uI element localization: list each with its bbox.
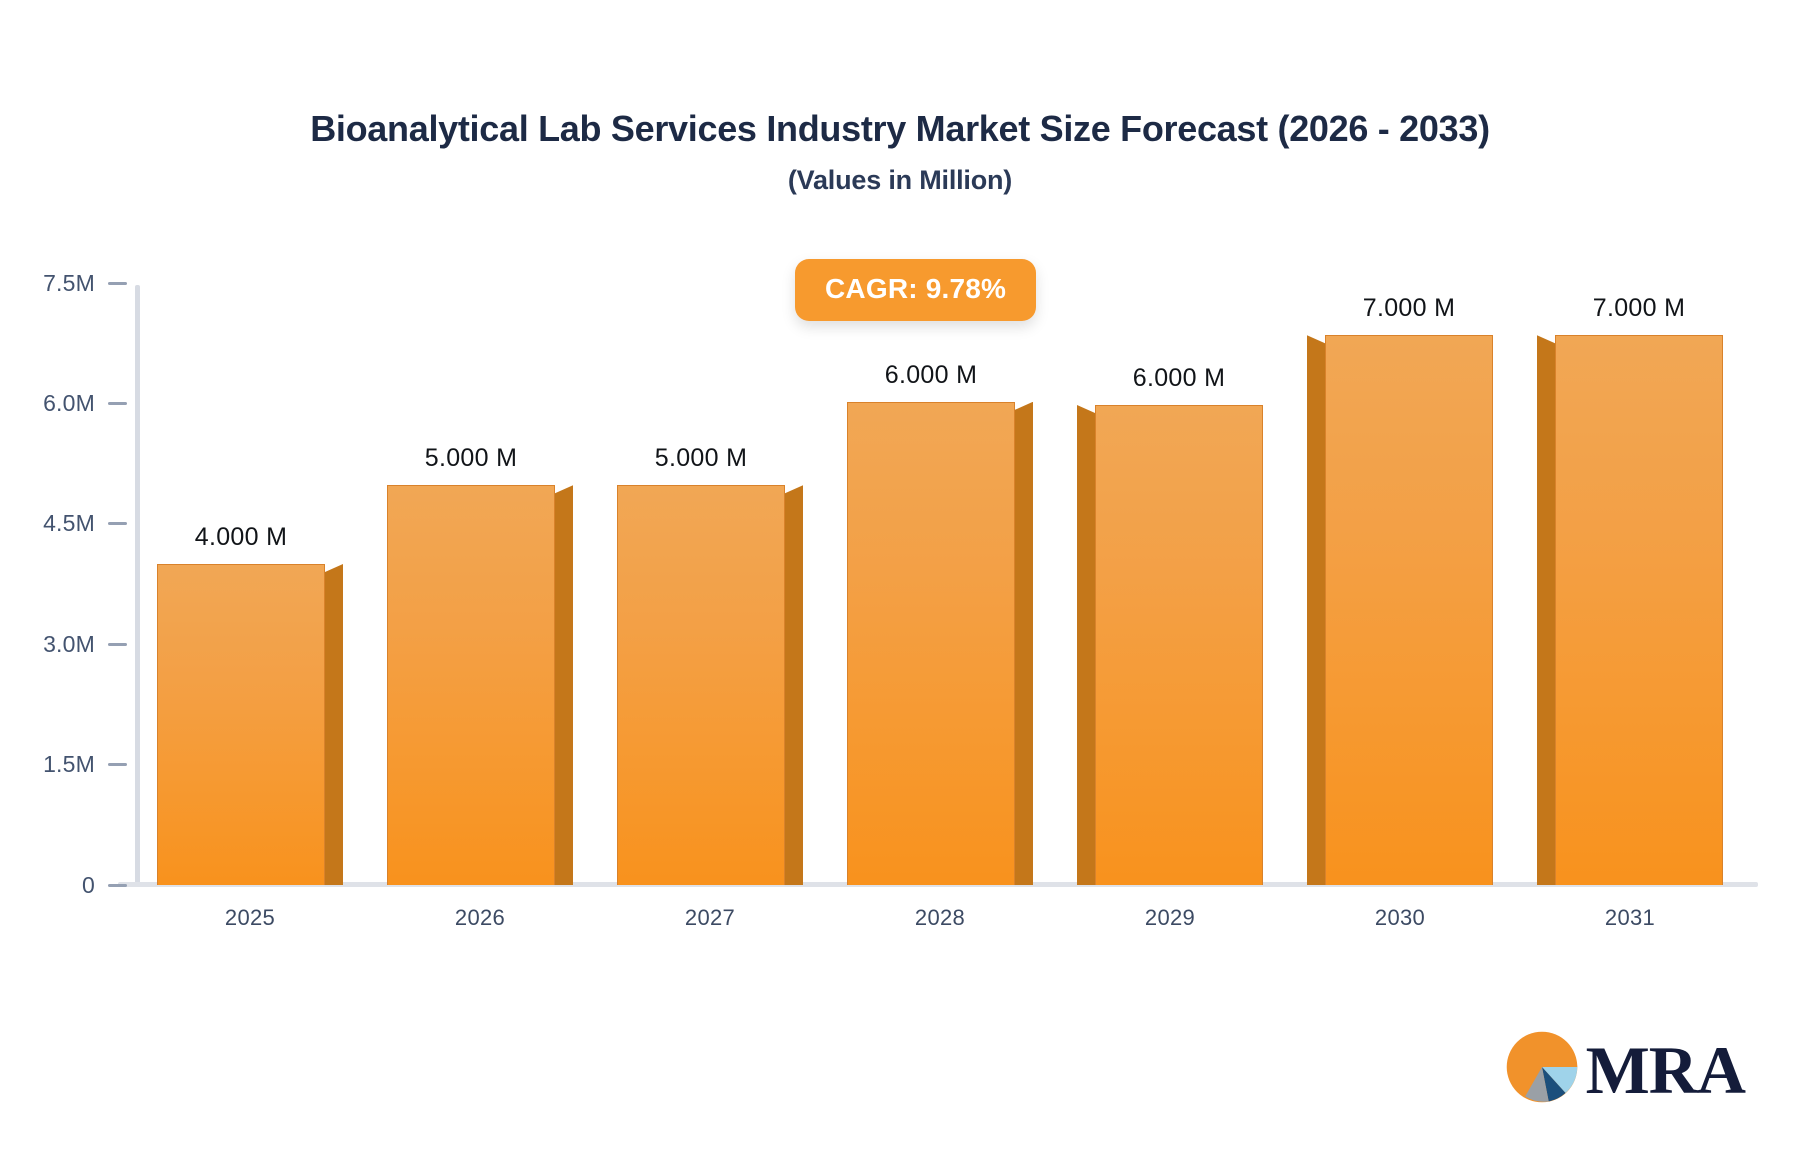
pie-chart-icon	[1500, 1025, 1584, 1114]
bar-front-face	[1095, 405, 1263, 885]
bar-column[interactable]: 4.000 M	[157, 283, 343, 885]
bar[interactable]	[1307, 335, 1493, 885]
y-axis-line	[135, 285, 140, 885]
bar-column[interactable]: 6.000 M	[1077, 283, 1263, 885]
bar[interactable]	[1537, 335, 1723, 885]
bar-side-face	[1537, 335, 1555, 885]
bar-column[interactable]: 7.000 M	[1307, 283, 1493, 885]
bar-column[interactable]: 5.000 M	[617, 283, 803, 885]
y-axis-tick-mark	[108, 401, 127, 405]
bar-value-label: 5.000 M	[424, 444, 518, 473]
bar[interactable]	[617, 485, 803, 885]
bar-front-face	[1555, 335, 1723, 885]
cagr-badge: CAGR: 9.78%	[795, 259, 1037, 321]
bar-value-label: 7.000 M	[1362, 294, 1456, 323]
y-axis-tick: 4.5M	[0, 509, 127, 539]
y-axis-tick-mark	[108, 763, 127, 767]
y-axis-tick: 6.0M	[0, 388, 127, 418]
y-axis-tick-label: 1.5M	[43, 751, 95, 778]
y-axis-tick-mark	[108, 522, 127, 526]
y-axis-tick: 7.5M	[0, 268, 127, 298]
x-axis-tick-label: 2027	[684, 905, 736, 930]
bar[interactable]	[847, 401, 1033, 885]
x-axis-tick-label: 2026	[454, 905, 506, 930]
y-axis-tick-label: 0	[82, 871, 95, 898]
bar-side-face	[555, 485, 573, 885]
bar[interactable]	[157, 563, 343, 885]
bar-side-face	[325, 563, 343, 885]
y-axis-tick: 0	[0, 870, 127, 900]
bar-front-face	[847, 401, 1015, 885]
bar-front-face	[387, 485, 555, 885]
x-axis-tick-label: 2029	[1144, 905, 1196, 930]
x-axis-tick-label: 2030	[1374, 905, 1426, 930]
bar-side-face	[1077, 405, 1095, 885]
y-axis-tick-mark	[108, 883, 127, 887]
chart-subtitle: (Values in Million)	[787, 165, 1013, 195]
bar-side-face	[1307, 335, 1325, 885]
y-axis-tick-label: 3.0M	[43, 630, 95, 657]
bar-column[interactable]: 7.000 M	[1537, 283, 1723, 885]
x-axis-tick-label: 2028	[914, 905, 966, 930]
bar-front-face	[157, 563, 325, 885]
bar-value-label: 7.000 M	[1592, 294, 1686, 323]
bar-value-label: 6.000 M	[884, 360, 978, 389]
bar-side-face	[1015, 401, 1033, 885]
x-axis-tick-label: 2031	[1604, 905, 1656, 930]
bar-value-label: 6.000 M	[1132, 364, 1226, 393]
bar[interactable]	[387, 485, 573, 885]
brand-logo: MRA	[1500, 1025, 1746, 1114]
bar-value-label: 4.000 M	[194, 522, 288, 551]
y-axis-tick: 3.0M	[0, 629, 127, 659]
y-axis-tick-mark	[108, 281, 127, 285]
bar-column[interactable]: 5.000 M	[387, 283, 573, 885]
y-axis-tick-mark	[108, 642, 127, 646]
bar-front-face	[1325, 335, 1493, 885]
y-axis-tick: 1.5M	[0, 750, 127, 780]
plot-area: 4.000 M 5.000 M 5.000 M 6.000 M 6.000 M 7.000…	[135, 283, 1745, 885]
bar-value-label: 5.000 M	[654, 444, 748, 473]
bar[interactable]	[1077, 405, 1263, 885]
y-axis-tick-label: 4.5M	[43, 510, 95, 537]
y-axis-tick-label: 6.0M	[43, 389, 95, 416]
x-axis-tick-label: 2025	[224, 905, 276, 930]
bar-front-face	[617, 485, 785, 885]
y-axis-tick-label: 7.5M	[43, 269, 95, 296]
chart-title: Bioanalytical Lab Services Industry Mark…	[310, 108, 1490, 149]
bar-column[interactable]: 6.000 M	[847, 283, 1033, 885]
brand-logo-text: MRA	[1585, 1031, 1746, 1108]
bar-side-face	[785, 485, 803, 885]
